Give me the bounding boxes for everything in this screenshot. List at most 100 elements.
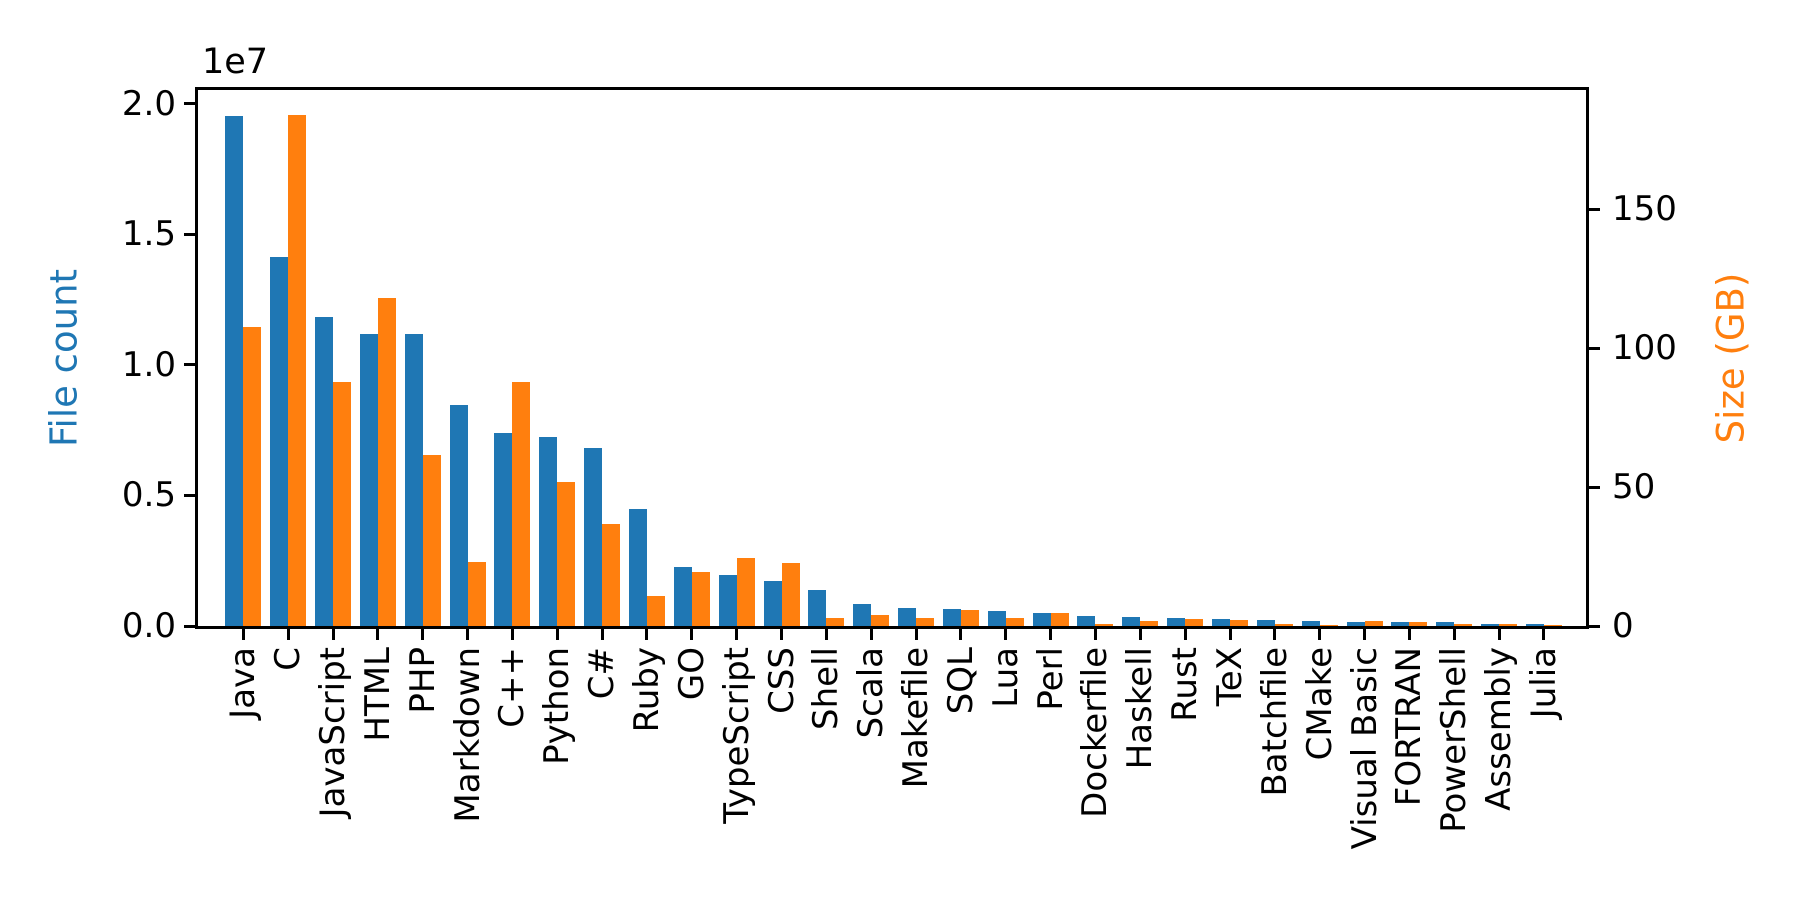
x-tick-css: [780, 629, 783, 640]
bar-size-gb-haskell: [1140, 620, 1159, 626]
x-tick-typescript: [735, 629, 739, 640]
x-tick-assembly: [1497, 629, 1501, 640]
x-tick-cmake: [1318, 629, 1322, 640]
x-tick-dockerfile: [1093, 629, 1097, 640]
x-tick-label-html: HTML: [357, 647, 398, 742]
x-tick-label-shell: Shell: [806, 647, 847, 730]
bar-file-count-sql: [942, 608, 961, 626]
y-tick-right-0: [1589, 624, 1600, 628]
bar-file-count-batchfile: [1256, 619, 1275, 626]
y-tick-right-3: [1589, 207, 1600, 211]
x-tick-label-batchfile: Batchfile: [1254, 647, 1295, 797]
bar-size-gb-css: [781, 563, 800, 626]
bar-size-gb-lua: [1005, 618, 1024, 626]
bar-size-gb-scala: [871, 615, 890, 626]
bar-size-gb-perl: [1050, 612, 1069, 626]
bar-file-count-perl: [1032, 612, 1051, 626]
bar-size-gb-php: [422, 455, 441, 626]
x-tick-go: [690, 629, 694, 640]
bar-size-gb-powershell: [1454, 624, 1473, 626]
x-tick-java: [241, 629, 245, 640]
bar-size-gb-cmake: [1319, 624, 1338, 626]
bar-size-gb-sql: [960, 610, 979, 626]
bar-file-count-rust: [1167, 617, 1186, 626]
y-tick-left-2: [184, 363, 195, 367]
bar-file-count-ruby: [628, 509, 647, 626]
bar-file-count-c: [584, 448, 603, 626]
bar-file-count-powershell: [1436, 622, 1455, 626]
bar-size-gb-visual-basic: [1364, 620, 1383, 626]
x-tick-label-visual-basic: Visual Basic: [1344, 647, 1385, 850]
y-tick-left-4: [184, 102, 195, 106]
x-tick-label-perl: Perl: [1030, 647, 1071, 711]
x-tick-rust: [1183, 629, 1187, 640]
y-tick-label-left-0: 0.0: [121, 606, 176, 646]
bar-file-count-shell: [808, 589, 827, 626]
x-tick-label-css: CSS: [761, 647, 802, 714]
x-tick-label-powershell: PowerShell: [1434, 647, 1475, 833]
bar-file-count-javascript: [315, 316, 333, 626]
x-tick-label-python: Python: [537, 647, 578, 765]
y-tick-label-right-2: 100: [1612, 328, 1677, 369]
bar-file-count-visual-basic: [1346, 621, 1365, 626]
x-tick-visual-basic: [1363, 629, 1367, 640]
x-tick-html: [376, 629, 380, 640]
bar-file-count-python: [539, 437, 558, 626]
x-tick-label-dockerfile: Dockerfile: [1075, 647, 1116, 818]
x-tick-javascript: [331, 629, 335, 640]
bar-file-count-tex: [1212, 619, 1230, 626]
x-tick-label-cmake: CMake: [1299, 647, 1340, 761]
bar-size-gb-batchfile: [1274, 624, 1293, 626]
x-tick-label-lua: Lua: [985, 647, 1026, 708]
bar-file-count-java: [225, 115, 244, 626]
bar-size-gb-c: [512, 382, 531, 626]
bar-size-gb-c: [602, 523, 621, 626]
x-tick-c: [510, 629, 514, 640]
bar-size-gb-java: [243, 326, 262, 626]
x-tick-label-ruby: Ruby: [626, 647, 667, 733]
bar-size-gb-html: [377, 297, 396, 626]
x-tick-label-java: Java: [223, 647, 264, 719]
x-tick-lua: [1004, 629, 1008, 640]
x-tick-label-rust: Rust: [1165, 647, 1206, 722]
x-tick-ruby: [645, 629, 649, 640]
x-tick-fortran: [1407, 629, 1411, 640]
bar-file-count-cmake: [1301, 621, 1320, 626]
x-tick-markdown: [466, 629, 470, 640]
x-tick-python: [555, 629, 559, 640]
bar-size-gb-ruby: [646, 595, 665, 626]
bar-size-gb-julia: [1543, 625, 1562, 626]
bar-file-count-typescript: [718, 575, 737, 626]
bar-size-gb-python: [557, 481, 576, 626]
bar-size-gb-fortran: [1409, 621, 1428, 626]
bar-file-count-css: [763, 580, 782, 626]
x-tick-label-c: C: [268, 647, 309, 671]
y-tick-right-2: [1589, 346, 1600, 350]
bar-size-gb-c: [288, 115, 307, 626]
bar-file-count-c: [270, 256, 289, 626]
y-tick-right-1: [1589, 485, 1600, 489]
x-tick-sql: [959, 629, 963, 640]
x-tick-php: [421, 629, 425, 640]
bar-size-gb-shell: [826, 617, 845, 626]
right-axis-title: Size (GB): [1709, 272, 1753, 444]
y-tick-label-left-3: 1.5: [121, 214, 176, 255]
bar-file-count-c: [494, 433, 513, 626]
y-tick-label-right-0: 0: [1612, 606, 1634, 646]
bar-file-count-html: [359, 334, 378, 626]
x-tick-label-haskell: Haskell: [1120, 647, 1161, 770]
bar-file-count-lua: [987, 610, 1006, 626]
x-tick-label-julia: Julia: [1523, 647, 1564, 719]
y-tick-label-left-2: 1.0: [121, 344, 176, 385]
y-tick-label-right-1: 50: [1612, 467, 1656, 508]
bar-size-gb-javascript: [333, 382, 351, 626]
x-tick-label-php: PHP: [402, 647, 443, 714]
bar-size-gb-makefile: [916, 617, 935, 626]
bar-file-count-makefile: [898, 608, 917, 626]
x-tick-label-makefile: Makefile: [896, 647, 937, 789]
x-tick-batchfile: [1273, 629, 1277, 640]
x-tick-perl: [1049, 629, 1053, 640]
x-tick-label-tex: TeX: [1210, 647, 1250, 707]
bar-size-gb-rust: [1185, 618, 1204, 626]
x-tick-c: [600, 629, 604, 640]
